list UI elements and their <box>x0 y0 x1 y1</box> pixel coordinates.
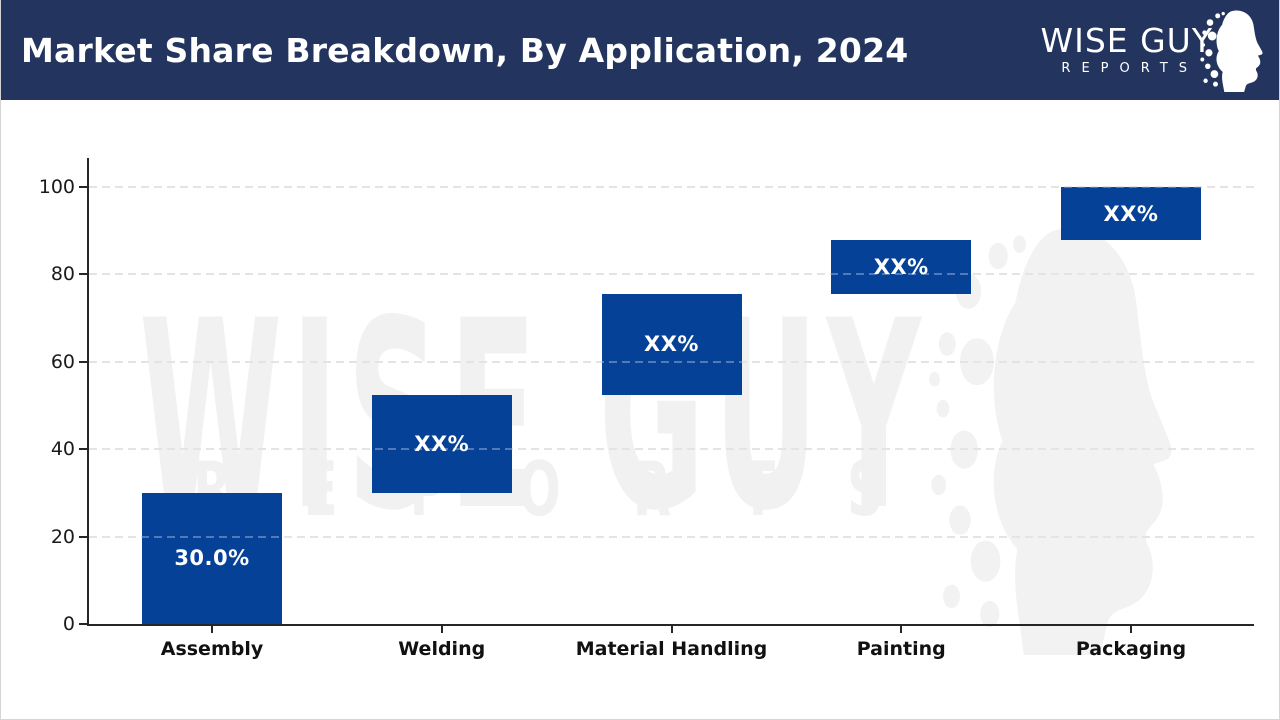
gridline-100 <box>89 186 1254 188</box>
chart-title: Market Share Breakdown, By Application, … <box>21 30 909 70</box>
gridline-40 <box>89 448 1254 451</box>
y-tick-label-60: 60 <box>50 350 75 373</box>
bar-value-label-assembly: 30.0% <box>174 546 250 571</box>
x-tick-assembly <box>211 626 213 633</box>
x-axis-line <box>87 624 1254 626</box>
bar-material-handling: XX% <box>601 294 742 395</box>
gridline-20 <box>89 535 1254 538</box>
x-tick-material-handling <box>670 626 673 633</box>
y-tick-80 <box>79 273 87 276</box>
y-tick-100 <box>79 186 87 188</box>
x-tick-painting <box>900 626 903 633</box>
brand-logo: WISE GUY REPORTS <box>1040 8 1265 92</box>
y-tick-label-100: 100 <box>38 176 75 198</box>
x-axis-label-material-handling: Material Handling <box>575 638 768 660</box>
bar-value-label-material-handling: XX% <box>644 332 699 357</box>
logo-wordmark-line2: REPORTS <box>1061 61 1199 76</box>
y-tick-0 <box>79 623 87 625</box>
x-axis-label-painting: Painting <box>856 638 946 660</box>
y-tick-60 <box>79 360 87 363</box>
x-axis-label-packaging: Packaging <box>1075 638 1187 660</box>
gridline-front-20 <box>89 535 1254 538</box>
bar-welding: XX% <box>371 394 512 493</box>
x-tick-packaging <box>1130 626 1132 633</box>
y-tick-label-20: 20 <box>50 525 75 548</box>
gridline-80 <box>89 273 1254 276</box>
y-axis-line <box>87 158 89 626</box>
header-bar: Market Share Breakdown, By Application, … <box>1 0 1279 100</box>
gridline-front-60 <box>89 360 1254 363</box>
bar-value-label-painting: XX% <box>873 255 929 280</box>
logo-wordmark: WISE GUY REPORTS <box>1040 21 1213 77</box>
y-tick-label-40: 40 <box>50 438 75 461</box>
y-tick-label-0: 0 <box>62 613 75 635</box>
y-tick-label-80: 80 <box>50 263 75 286</box>
bar-assembly: 30.0% <box>142 492 282 624</box>
gridline-front-80 <box>89 273 1254 276</box>
gridline-front-40 <box>89 448 1254 451</box>
chart-area: WISE GUY REPORTS 0 20 40 60 80 100 30.0% Assemb… <box>1 100 1279 719</box>
logo-wordmark-line1: WISE GUY <box>1040 21 1213 60</box>
watermark-text-line2: REPORTS <box>193 446 956 533</box>
bar-packaging: XX% <box>1061 187 1201 241</box>
bar-painting: XX% <box>831 240 972 295</box>
y-tick-40 <box>79 448 87 451</box>
bar-value-label-packaging: XX% <box>1103 201 1159 226</box>
x-axis-label-assembly: Assembly <box>160 638 264 660</box>
gridline-front-100 <box>89 186 1254 188</box>
y-tick-20 <box>79 535 87 538</box>
logo-face-icon <box>1199 10 1263 92</box>
x-axis-label-welding: Welding <box>398 638 486 660</box>
bar-value-label-welding: XX% <box>414 431 470 456</box>
x-tick-welding <box>440 626 443 633</box>
